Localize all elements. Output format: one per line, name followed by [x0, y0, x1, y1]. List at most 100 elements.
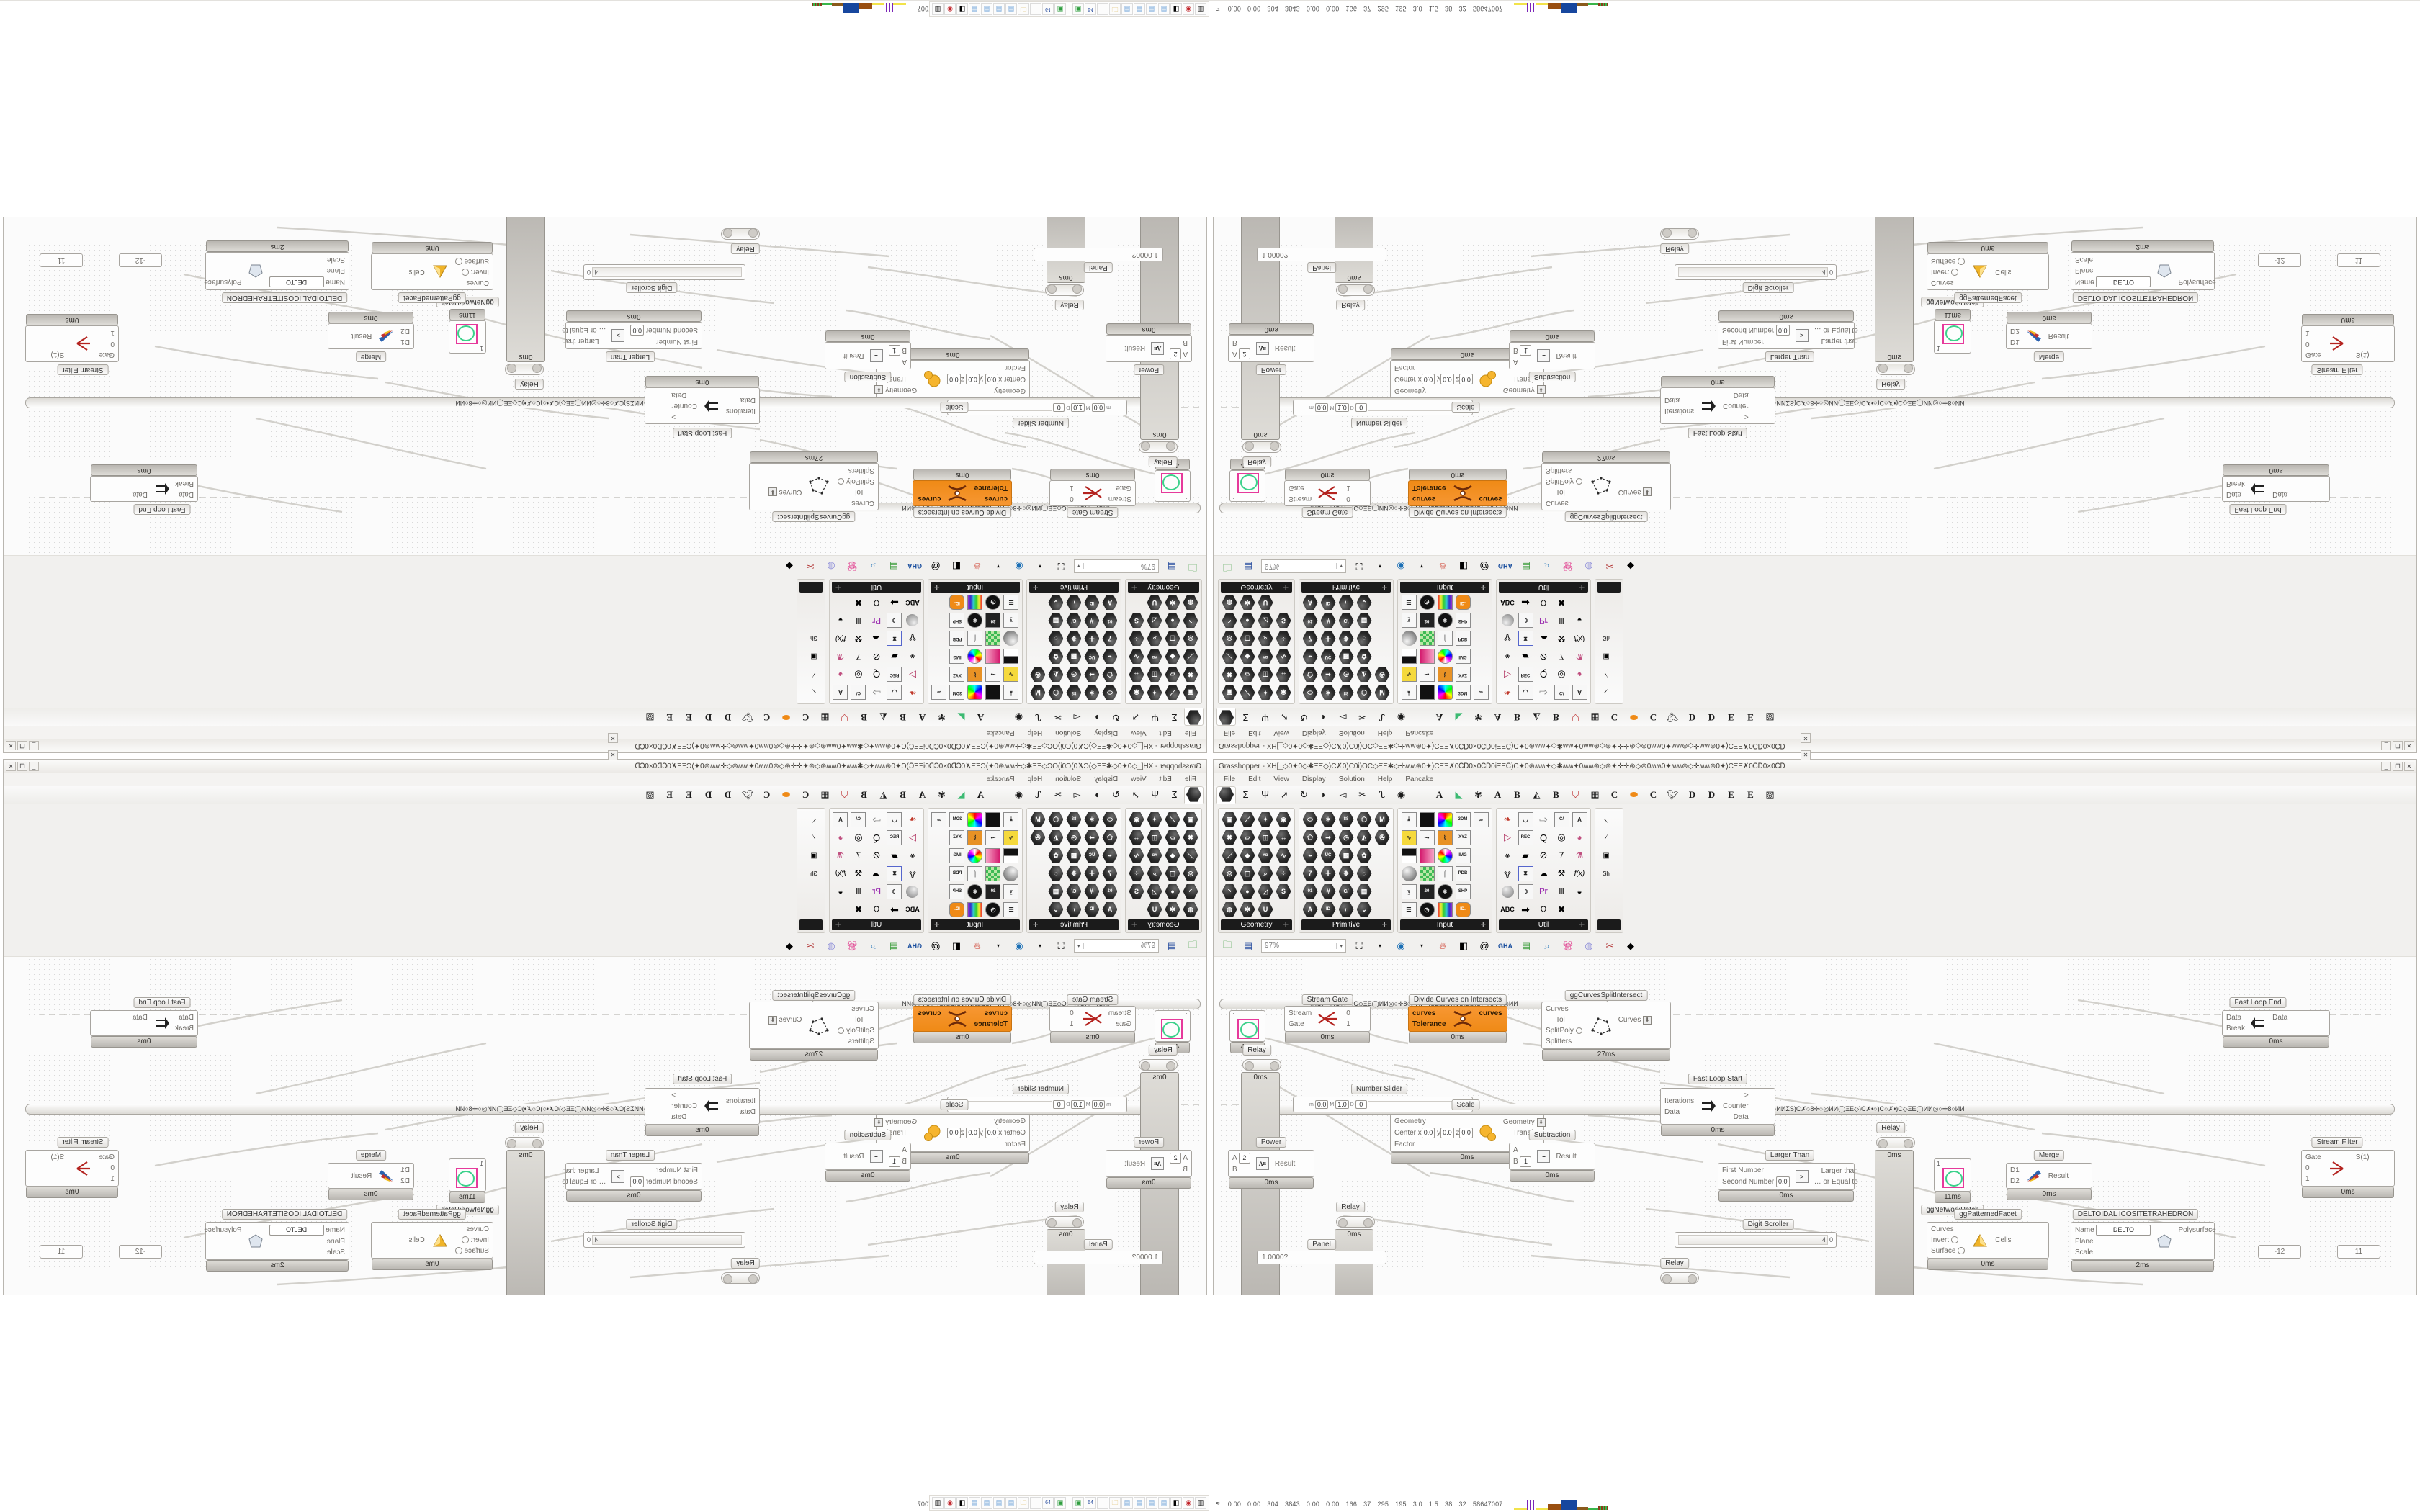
- comp-disc-icon[interactable]: ◍: [1221, 594, 1238, 611]
- port-result-merge[interactable]: Result: [351, 1171, 372, 1180]
- comp-dots-icon[interactable]: ⁘: [1275, 865, 1292, 882]
- tab-a2-icon[interactable]: A: [918, 788, 926, 800]
- port-plane[interactable]: Plane: [2075, 1238, 2094, 1246]
- comp-star-burst-icon[interactable]: ✶: [1083, 811, 1101, 828]
- port-b-sub[interactable]: B 1: [888, 1156, 907, 1167]
- tab-curve-icon[interactable]: ↻: [1300, 788, 1308, 800]
- port-s1-sf[interactable]: S(1): [50, 1153, 65, 1161]
- comp-axis-icon[interactable]: ⚹: [910, 850, 915, 860]
- tab-bird-icon[interactable]: 🐦︎: [1667, 712, 1679, 724]
- port-tol-gg[interactable]: Tol: [855, 1016, 864, 1024]
- relay-node-2[interactable]: [1876, 1137, 1915, 1148]
- port-larger-than-out[interactable]: Larger than: [1821, 1167, 1858, 1175]
- comp-circle-ring-icon[interactable]: ◎: [1221, 630, 1238, 647]
- tab-vector-icon[interactable]: ➚: [1131, 788, 1139, 800]
- tab-b2-icon[interactable]: B: [1553, 788, 1559, 800]
- comp-grid-88-icon[interactable]: 88: [1065, 811, 1083, 828]
- menu-solution[interactable]: Solution: [1338, 775, 1365, 783]
- comp-plane-icon[interactable]: ▱: [1239, 829, 1256, 846]
- port-curves-in[interactable]: curves: [1412, 1009, 1436, 1017]
- fit-view-icon[interactable]: ⛶: [1057, 940, 1065, 951]
- node-number-11[interactable]: 11: [2337, 1245, 2380, 1259]
- port-geometry-out[interactable]: Geometry ⬇: [874, 385, 917, 395]
- port-0-sf[interactable]: 0: [110, 1164, 115, 1172]
- gha-icon[interactable]: GHA: [1498, 942, 1512, 950]
- comp-omega-icon[interactable]: Ω: [873, 904, 880, 914]
- slider-min-value[interactable]: 0.0: [1314, 1100, 1329, 1109]
- tab-surface-icon[interactable]: ◗: [1093, 712, 1100, 723]
- port-name[interactable]: Name DELTO: [2075, 1225, 2151, 1236]
- port-break-fle[interactable]: Break: [174, 480, 194, 487]
- comp-graph-icon[interactable]: ⌠: [967, 630, 984, 647]
- port-or-equal-out[interactable]: … or Equal to: [562, 1178, 606, 1186]
- comp-wave-icon[interactable]: ∿: [1400, 666, 1417, 683]
- comp-gear-icon[interactable]: ✿: [1355, 648, 1373, 665]
- relay-node-1[interactable]: [1139, 441, 1178, 453]
- comp-abc-grid-icon[interactable]: ᴀʙ: [1257, 648, 1274, 665]
- port-splitpoly-gg[interactable]: SplitPoly: [1546, 477, 1582, 486]
- comp-binoculars-icon[interactable]: ∞: [1472, 684, 1489, 701]
- comp-swirl-icon[interactable]: ৲: [811, 689, 817, 698]
- comp-swoosh-icon[interactable]: ⌄: [1047, 901, 1065, 918]
- port-data-fle[interactable]: Data: [2226, 490, 2242, 498]
- comp-c-slash-purple-icon[interactable]: C/: [1553, 684, 1570, 701]
- terminal-icon-b[interactable]: ▣: [1054, 1497, 1066, 1509]
- node-number-slider[interactable]: m 0.0 M 1.0 D 0 1: [1293, 400, 1473, 415]
- terminal-icon-t[interactable]: ▣: [1054, 3, 1066, 15]
- comp-seven-icon[interactable]: 7: [1101, 630, 1119, 647]
- comp-rainbow-icon[interactable]: [967, 594, 984, 611]
- comp-arrow-shade-icon[interactable]: ➟: [1319, 829, 1337, 846]
- tab-intersect-icon[interactable]: ✂: [1358, 712, 1366, 724]
- comp-abc-icon[interactable]: ABC: [905, 599, 920, 606]
- port-curves-out-gg[interactable]: Curves ⬇: [768, 1015, 802, 1025]
- bake-icon[interactable]: ◧: [951, 561, 962, 572]
- comp-black-square-icon[interactable]: [985, 811, 1002, 828]
- zoom-input[interactable]: 97% ▾: [1261, 939, 1346, 953]
- port-break-fle[interactable]: Break: [2226, 1025, 2246, 1032]
- comp-lines-icon[interactable]: ☰: [1400, 901, 1417, 918]
- comp-black-square-icon[interactable]: [1418, 811, 1435, 828]
- comp-bug-icon[interactable]: ✇: [1029, 666, 1047, 683]
- port-splitters-gg[interactable]: Splitters: [1546, 467, 1572, 474]
- out-1[interactable]: 1: [1070, 1020, 1074, 1028]
- tab-d-icon[interactable]: D: [724, 788, 732, 800]
- comp-grey-ball-icon[interactable]: [904, 612, 921, 629]
- node-panel-bottom[interactable]: Panel 1.0000?: [1257, 248, 1386, 273]
- port-surface-pf[interactable]: Surface: [1931, 256, 1966, 266]
- comp-sphere-grey-icon[interactable]: [1400, 630, 1417, 647]
- tab-a2-icon[interactable]: A: [1494, 788, 1502, 800]
- comp-tree-icon[interactable]: 🜉: [1504, 869, 1511, 880]
- tab-d-icon[interactable]: D: [1688, 788, 1696, 800]
- comp-arrow-shade-icon[interactable]: ➟: [1083, 829, 1101, 846]
- chevron-up-icon-br[interactable]: ≈: [1216, 1500, 1220, 1508]
- comp-clock-slash-icon[interactable]: ⊘: [872, 850, 881, 860]
- node-canvas[interactable]: ◇)C✗•○)C○✗•)C◇ΞΕ◯ИИ◎○✛8○ИИ✗•)CΣЅИИ○ИИΣЅ)…: [1214, 956, 2416, 1295]
- out-0[interactable]: 0: [1070, 1009, 1074, 1017]
- cluster-icon[interactable]: ▤: [1521, 940, 1531, 951]
- comp-pdb-icon[interactable]: PDB: [949, 630, 966, 647]
- rhino-icon-t2[interactable]: ◉: [1183, 3, 1194, 15]
- canvas-scroll-strip-2[interactable]: ИИ◎○✛8○ИИ✗)CΣЅИИ○ИИΣЅ)C✗○8✛○◎ИИ◯ΞΕ◇)C✗•○…: [1271, 1104, 2395, 1115]
- port-gate-sf[interactable]: Gate: [2305, 351, 2321, 359]
- tab-sets-icon[interactable]: Ψ: [1151, 712, 1159, 723]
- center-x-field[interactable]: 0.0: [985, 374, 999, 384]
- balloon-icon[interactable]: ◍: [827, 561, 835, 572]
- tab-mesh-icon[interactable]: ◅: [1073, 712, 1081, 724]
- port-data-out-fle[interactable]: Data: [2272, 490, 2288, 498]
- comp-sine-icon[interactable]: ∿: [1275, 847, 1292, 864]
- comp-swoosh-icon[interactable]: ⌄: [1047, 594, 1065, 611]
- comp-eraser-icon[interactable]: ▰: [1522, 652, 1529, 662]
- at-icon[interactable]: @: [1479, 561, 1489, 572]
- viewport-close-top2[interactable]: ✕: [1801, 733, 1811, 743]
- comp-tree-icon[interactable]: 🜉: [909, 632, 916, 643]
- comp-m-purple-icon[interactable]: Ⅲ: [1559, 616, 1564, 625]
- tab-display-icon[interactable]: ◉: [1014, 788, 1023, 800]
- pink-gift-icon[interactable]: 🎁︎: [846, 561, 859, 572]
- comp-splat-icon[interactable]: ❉: [1337, 630, 1355, 647]
- port-geometry-in[interactable]: Geometry: [994, 387, 1026, 395]
- comp-drop-icon[interactable]: ◌: [1355, 865, 1373, 882]
- comp-swirl-icon[interactable]: ৲: [1603, 814, 1609, 823]
- fit-view-icon[interactable]: ⛶: [1355, 561, 1363, 572]
- a-field-power[interactable]: 2: [1170, 348, 1182, 359]
- port-cells[interactable]: Cells: [1995, 268, 2012, 276]
